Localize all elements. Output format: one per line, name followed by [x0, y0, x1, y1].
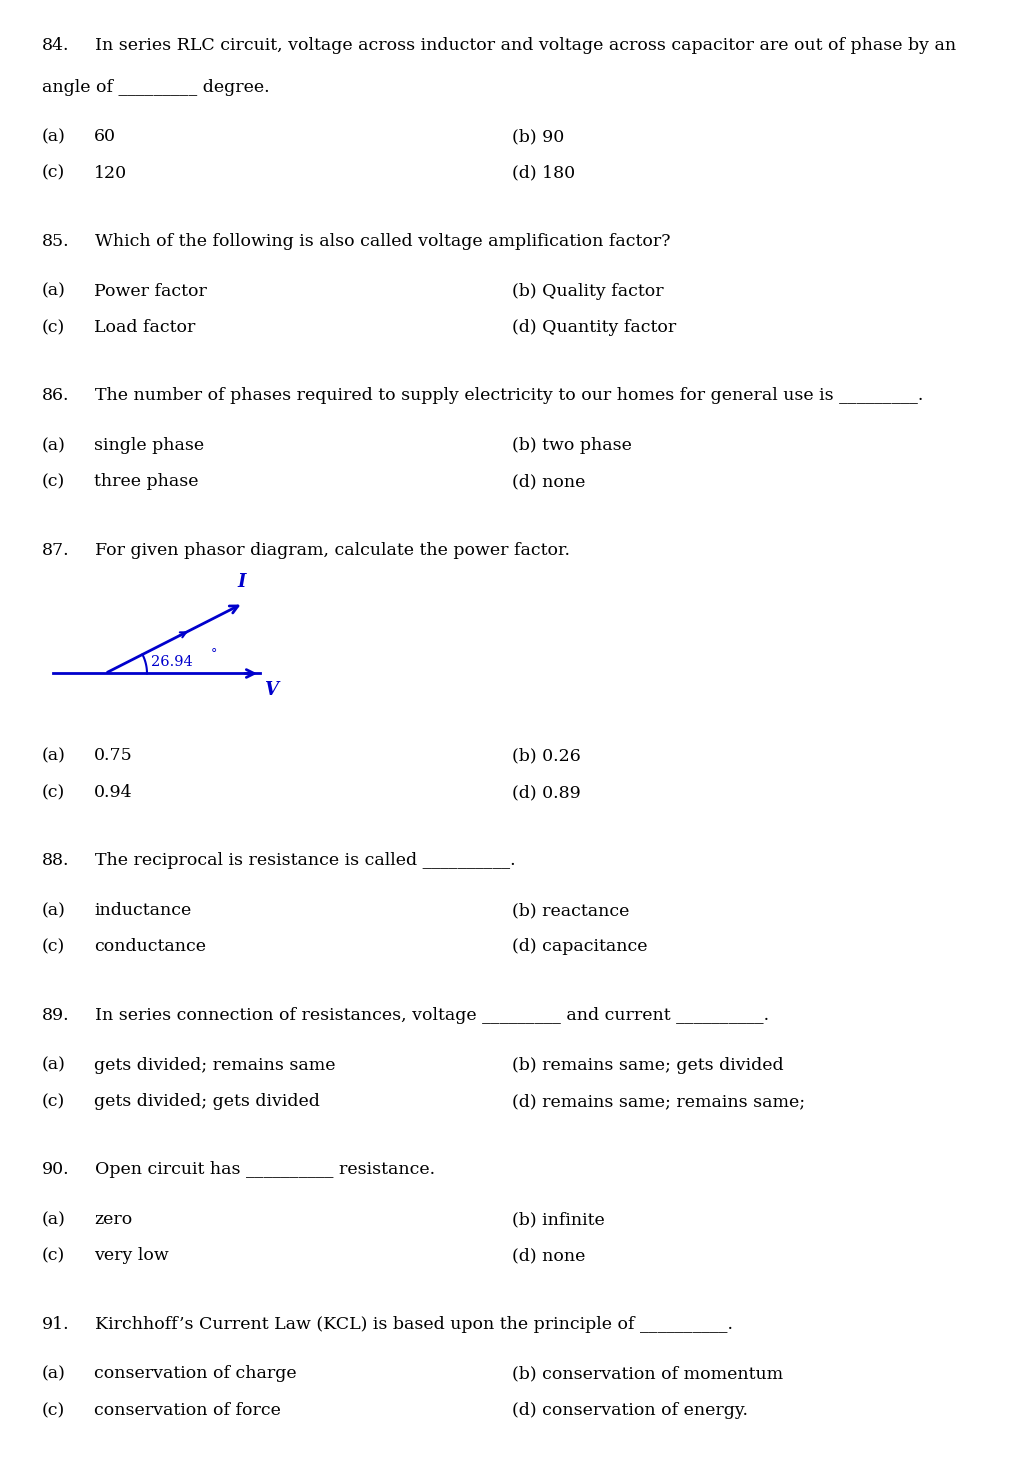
Text: (d) none: (d) none [512, 1247, 586, 1265]
Text: (a): (a) [42, 283, 66, 299]
Text: The reciprocal is resistance is called __________.: The reciprocal is resistance is called _… [95, 852, 516, 870]
Text: (d) Quantity factor: (d) Quantity factor [512, 320, 676, 336]
Text: (c): (c) [42, 1093, 66, 1110]
Text: (b) Quality factor: (b) Quality factor [512, 283, 664, 299]
Text: I: I [237, 573, 246, 591]
Text: (a): (a) [42, 128, 66, 144]
Text: (c): (c) [42, 474, 66, 490]
Text: 86.: 86. [42, 388, 70, 404]
Text: (c): (c) [42, 320, 66, 336]
Text: (c): (c) [42, 783, 66, 801]
Text: (c): (c) [42, 938, 66, 956]
Text: (d) remains same; remains same;: (d) remains same; remains same; [512, 1093, 805, 1110]
Text: (a): (a) [42, 1366, 66, 1383]
Text: Kirchhoff’s Current Law (KCL) is based upon the principle of __________.: Kirchhoff’s Current Law (KCL) is based u… [95, 1316, 733, 1334]
Text: 26.94: 26.94 [151, 655, 193, 670]
Text: 60: 60 [94, 128, 116, 144]
Text: (b) 90: (b) 90 [512, 128, 564, 144]
Text: 91.: 91. [42, 1316, 70, 1334]
Text: (a): (a) [42, 902, 66, 919]
Text: (d) conservation of energy.: (d) conservation of energy. [512, 1402, 748, 1420]
Text: 85.: 85. [42, 233, 70, 249]
Text: (c): (c) [42, 1247, 66, 1265]
Text: Power factor: Power factor [94, 283, 207, 299]
Text: Which of the following is also called voltage amplification factor?: Which of the following is also called vo… [95, 233, 671, 249]
Text: 90.: 90. [42, 1161, 70, 1179]
Text: (d) 180: (d) 180 [512, 165, 575, 181]
Text: 120: 120 [94, 165, 127, 181]
Text: (a): (a) [42, 1056, 66, 1074]
Text: 89.: 89. [42, 1007, 70, 1024]
Text: V: V [264, 681, 278, 699]
Text: 84.: 84. [42, 36, 70, 54]
Text: Load factor: Load factor [94, 320, 196, 336]
Text: very low: very low [94, 1247, 169, 1265]
Text: conservation of force: conservation of force [94, 1402, 281, 1420]
Text: (b) two phase: (b) two phase [512, 438, 632, 454]
Text: 87.: 87. [42, 541, 70, 559]
Text: angle of _________ degree.: angle of _________ degree. [42, 79, 269, 95]
Text: (b) reactance: (b) reactance [512, 902, 630, 919]
Text: conductance: conductance [94, 938, 206, 956]
Text: zero: zero [94, 1211, 132, 1228]
Text: (b) infinite: (b) infinite [512, 1211, 605, 1228]
Text: (c): (c) [42, 1402, 66, 1420]
Text: (c): (c) [42, 165, 66, 181]
Text: three phase: three phase [94, 474, 199, 490]
Text: In series RLC circuit, voltage across inductor and voltage across capacitor are : In series RLC circuit, voltage across in… [95, 36, 956, 54]
Text: single phase: single phase [94, 438, 204, 454]
Text: Open circuit has __________ resistance.: Open circuit has __________ resistance. [95, 1161, 435, 1179]
Text: 88.: 88. [42, 852, 70, 870]
Text: In series connection of resistances, voltage _________ and current __________.: In series connection of resistances, vol… [95, 1007, 769, 1024]
Text: (b) 0.26: (b) 0.26 [512, 747, 581, 765]
Text: (d) capacitance: (d) capacitance [512, 938, 647, 956]
Text: 0.75: 0.75 [94, 747, 133, 765]
Text: (b) remains same; gets divided: (b) remains same; gets divided [512, 1056, 783, 1074]
Text: (d) 0.89: (d) 0.89 [512, 783, 581, 801]
Text: For given phasor diagram, calculate the power factor.: For given phasor diagram, calculate the … [95, 541, 570, 559]
Text: (a): (a) [42, 438, 66, 454]
Text: inductance: inductance [94, 902, 191, 919]
Text: (d) none: (d) none [512, 474, 586, 490]
Text: gets divided; remains same: gets divided; remains same [94, 1056, 336, 1074]
Text: °: ° [211, 648, 217, 661]
Text: gets divided; gets divided: gets divided; gets divided [94, 1093, 319, 1110]
Text: The number of phases required to supply electricity to our homes for general use: The number of phases required to supply … [95, 388, 924, 404]
Text: (b) conservation of momentum: (b) conservation of momentum [512, 1366, 783, 1383]
Text: (a): (a) [42, 1211, 66, 1228]
Text: (a): (a) [42, 747, 66, 765]
Text: conservation of charge: conservation of charge [94, 1366, 297, 1383]
Text: 0.94: 0.94 [94, 783, 133, 801]
